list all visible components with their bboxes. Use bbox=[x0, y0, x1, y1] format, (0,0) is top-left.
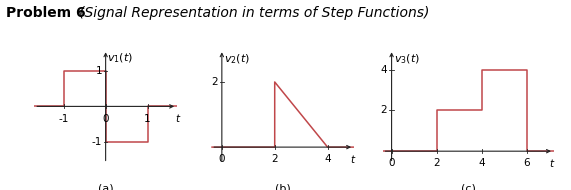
Text: $v_{3}(t)$: $v_{3}(t)$ bbox=[394, 52, 420, 66]
Text: 2: 2 bbox=[433, 158, 440, 168]
Text: -1: -1 bbox=[58, 114, 69, 124]
Text: $t$: $t$ bbox=[350, 153, 356, 165]
Text: 2: 2 bbox=[212, 77, 218, 87]
Text: (b): (b) bbox=[275, 184, 291, 190]
Text: $t$: $t$ bbox=[175, 112, 181, 124]
Text: -1: -1 bbox=[92, 137, 102, 147]
Text: 0: 0 bbox=[102, 114, 109, 124]
Text: 2: 2 bbox=[271, 154, 278, 164]
Text: 0: 0 bbox=[388, 158, 395, 168]
Text: 1: 1 bbox=[144, 114, 151, 124]
Text: 2: 2 bbox=[381, 105, 387, 116]
Text: (a): (a) bbox=[98, 184, 114, 190]
Text: 6: 6 bbox=[524, 158, 530, 168]
Text: $v_{1}(t)$: $v_{1}(t)$ bbox=[107, 51, 134, 65]
Text: 0: 0 bbox=[219, 154, 225, 164]
Text: Problem 6: Problem 6 bbox=[6, 6, 85, 20]
Text: $t$: $t$ bbox=[549, 157, 556, 169]
Text: 4: 4 bbox=[478, 158, 485, 168]
Text: 4: 4 bbox=[381, 65, 387, 75]
Text: $v_{2}(t)$: $v_{2}(t)$ bbox=[224, 52, 250, 66]
Text: (c): (c) bbox=[461, 184, 476, 190]
Text: 4: 4 bbox=[324, 154, 331, 164]
Text: (Signal Representation in terms of Step Functions): (Signal Representation in terms of Step … bbox=[66, 6, 429, 20]
Text: 1: 1 bbox=[95, 66, 102, 76]
